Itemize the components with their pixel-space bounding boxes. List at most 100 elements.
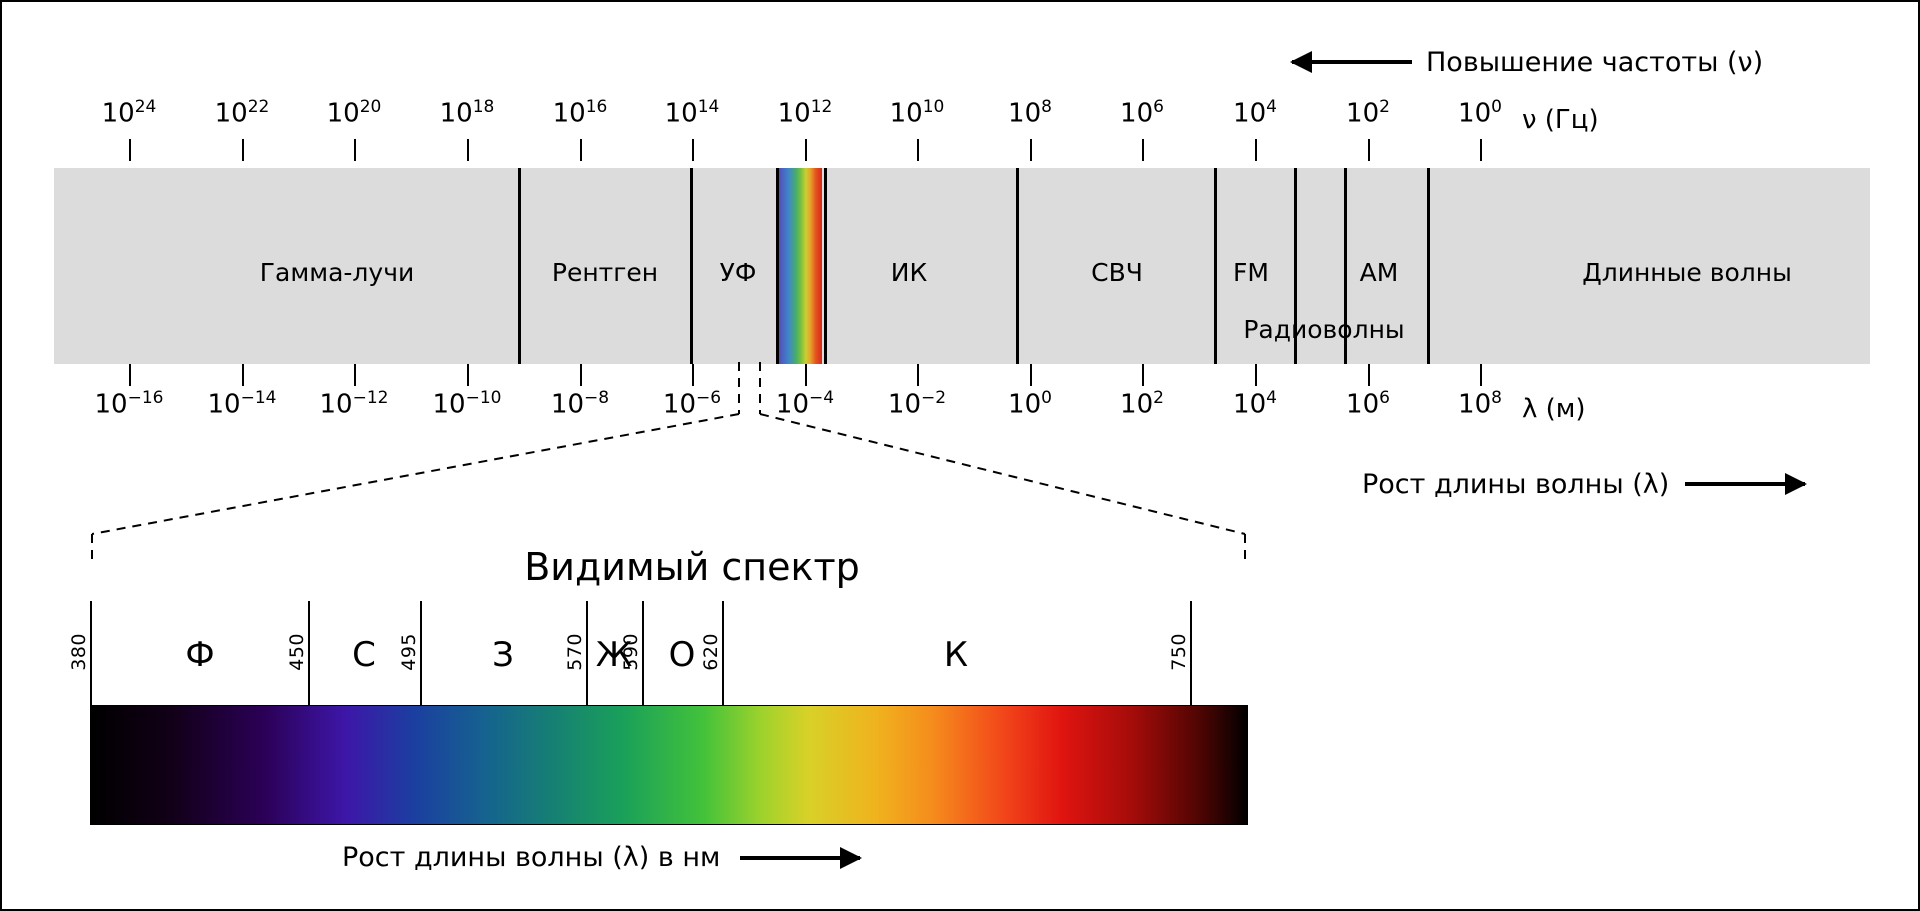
wavelength-tick-label: 10−8: [550, 388, 610, 420]
wavelength-tick-mark: [467, 364, 469, 386]
band-divider: [518, 168, 521, 364]
visible-boundary-line: [642, 615, 644, 705]
band-label: Радиоволны: [1243, 315, 1405, 344]
frequency-tick-mark: [1255, 139, 1257, 161]
band-divider: [776, 168, 779, 364]
band-divider: [690, 168, 693, 364]
frequency-tick-mark: [580, 139, 582, 161]
wavelength-tick-label: 100: [1008, 388, 1052, 420]
visible-light-strip: [777, 168, 822, 364]
visible-boundary-tick: [308, 601, 310, 615]
frequency-tick-mark: [129, 139, 131, 161]
band-label: ИК: [890, 258, 928, 287]
frequency-tick-mark: [917, 139, 919, 161]
visible-boundary-tick: [586, 601, 588, 615]
visible-boundary-value: 570: [564, 633, 586, 671]
frequency-tick-label: 1024: [101, 97, 157, 129]
wavelength-tick-mark: [805, 364, 807, 386]
visible-spectrum-title: Видимый спектр: [524, 545, 860, 589]
wavelength-arrow-row: Рост длины волны (λ): [1362, 464, 1902, 504]
frequency-tick-mark: [805, 139, 807, 161]
wavelength-tick-mark: [242, 364, 244, 386]
wavelength-tick-mark: [1142, 364, 1144, 386]
wavelength-tick-mark: [692, 364, 694, 386]
wavelength-tick-mark: [580, 364, 582, 386]
band-divider: [1016, 168, 1019, 364]
frequency-arrow-icon: [1292, 60, 1412, 64]
visible-boundary-tick: [90, 601, 92, 615]
visible-color-label: З: [492, 635, 514, 675]
frequency-tick-mark: [1480, 139, 1482, 161]
wavelength-arrow-label: Рост длины волны (λ): [1362, 468, 1670, 500]
frequency-arrow-row: Повышение частоты (ν): [1292, 42, 1892, 82]
visible-boundary-value: 620: [700, 633, 722, 671]
visible-boundary-value: 750: [1168, 633, 1190, 671]
band-divider: [824, 168, 827, 364]
frequency-tick-label: 106: [1120, 97, 1164, 129]
wavelength-tick-label: 10−4: [775, 388, 835, 420]
frequency-tick-label: 100: [1458, 97, 1502, 129]
wavelength-tick-mark: [354, 364, 356, 386]
frequency-tick-label: 1022: [214, 97, 270, 129]
frequency-tick-mark: [354, 139, 356, 161]
wavelength-tick-mark: [1368, 364, 1370, 386]
band-label: СВЧ: [1091, 258, 1143, 287]
band-label: УФ: [719, 258, 757, 287]
visible-boundary-tick: [642, 601, 644, 615]
visible-color-label: Ж: [595, 635, 633, 675]
zoom-connector-lines: [91, 362, 1246, 562]
visible-boundary-line: [308, 615, 310, 705]
visible-boundary-value: 450: [286, 633, 308, 671]
wavelength-axis-unit: λ (м): [1522, 394, 1586, 424]
wavelength-tick-label: 10−14: [207, 388, 277, 420]
visible-spectrum-gradient: [90, 705, 1248, 825]
band-label: Рентген: [551, 258, 659, 287]
visible-boundary-tick: [420, 601, 422, 615]
visible-color-label: С: [352, 635, 376, 675]
band-divider: [1214, 168, 1217, 364]
wavelength-tick-label: 10−10: [432, 388, 502, 420]
visible-boundary-value: 380: [68, 633, 90, 671]
visible-boundary-line: [90, 615, 92, 705]
wavelength-tick-label: 10−6: [662, 388, 722, 420]
frequency-tick-label: 1016: [552, 97, 608, 129]
frequency-tick-label: 1010: [889, 97, 945, 129]
visible-color-label: Ф: [185, 635, 215, 675]
band-label: FM: [1233, 258, 1269, 287]
frequency-tick-label: 1012: [777, 97, 833, 129]
wavelength-tick-label: 106: [1346, 388, 1390, 420]
bottom-caption-row: Рост длины волны (λ) в нм: [342, 842, 1102, 873]
visible-color-label: О: [668, 635, 696, 675]
frequency-tick-mark: [1368, 139, 1370, 161]
band-label: Длинные волны: [1582, 258, 1792, 287]
wavelength-arrow-icon: [1685, 482, 1806, 486]
band-label: AM: [1359, 258, 1399, 287]
frequency-tick-label: 1014: [664, 97, 720, 129]
wavelength-tick-mark: [1030, 364, 1032, 386]
wavelength-tick-label: 10−16: [94, 388, 164, 420]
bottom-caption-label: Рост длины волны (λ) в нм: [342, 842, 721, 873]
wavelength-tick-label: 10−12: [319, 388, 389, 420]
visible-boundary-tick: [1190, 601, 1192, 615]
visible-spectrum-scale: 380 450 495 570 590 620 750 Ф С З Ж О К: [68, 601, 1248, 705]
wavelength-tick-label: 104: [1233, 388, 1277, 420]
visible-boundary-line: [586, 615, 588, 705]
wavelength-tick-label: 10−2: [887, 388, 947, 420]
band-label: Гамма-лучи: [259, 258, 415, 287]
frequency-tick-label: 104: [1233, 97, 1277, 129]
band-divider: [1344, 168, 1347, 364]
visible-color-label: К: [943, 635, 969, 675]
bottom-caption-arrow-icon: [740, 855, 861, 860]
visible-boundary-line: [420, 615, 422, 705]
frequency-arrow-label: Повышение частоты (ν): [1426, 46, 1764, 78]
frequency-tick-label: 1020: [326, 97, 382, 129]
wavelength-tick-mark: [129, 364, 131, 386]
wavelength-tick-mark: [1255, 364, 1257, 386]
frequency-tick-label: 1018: [439, 97, 495, 129]
frequency-axis: 1024 1022 1020 1018 1016 1014 1012 1010 108 106 10…: [2, 97, 1918, 167]
frequency-tick-label: 108: [1008, 97, 1052, 129]
band-divider: [1427, 168, 1430, 364]
visible-boundary-tick: [722, 601, 724, 615]
spectrum-bar: Гамма-лучи Рентген УФ ИК СВЧ FM AM Радиоволны Дл…: [54, 168, 1870, 364]
